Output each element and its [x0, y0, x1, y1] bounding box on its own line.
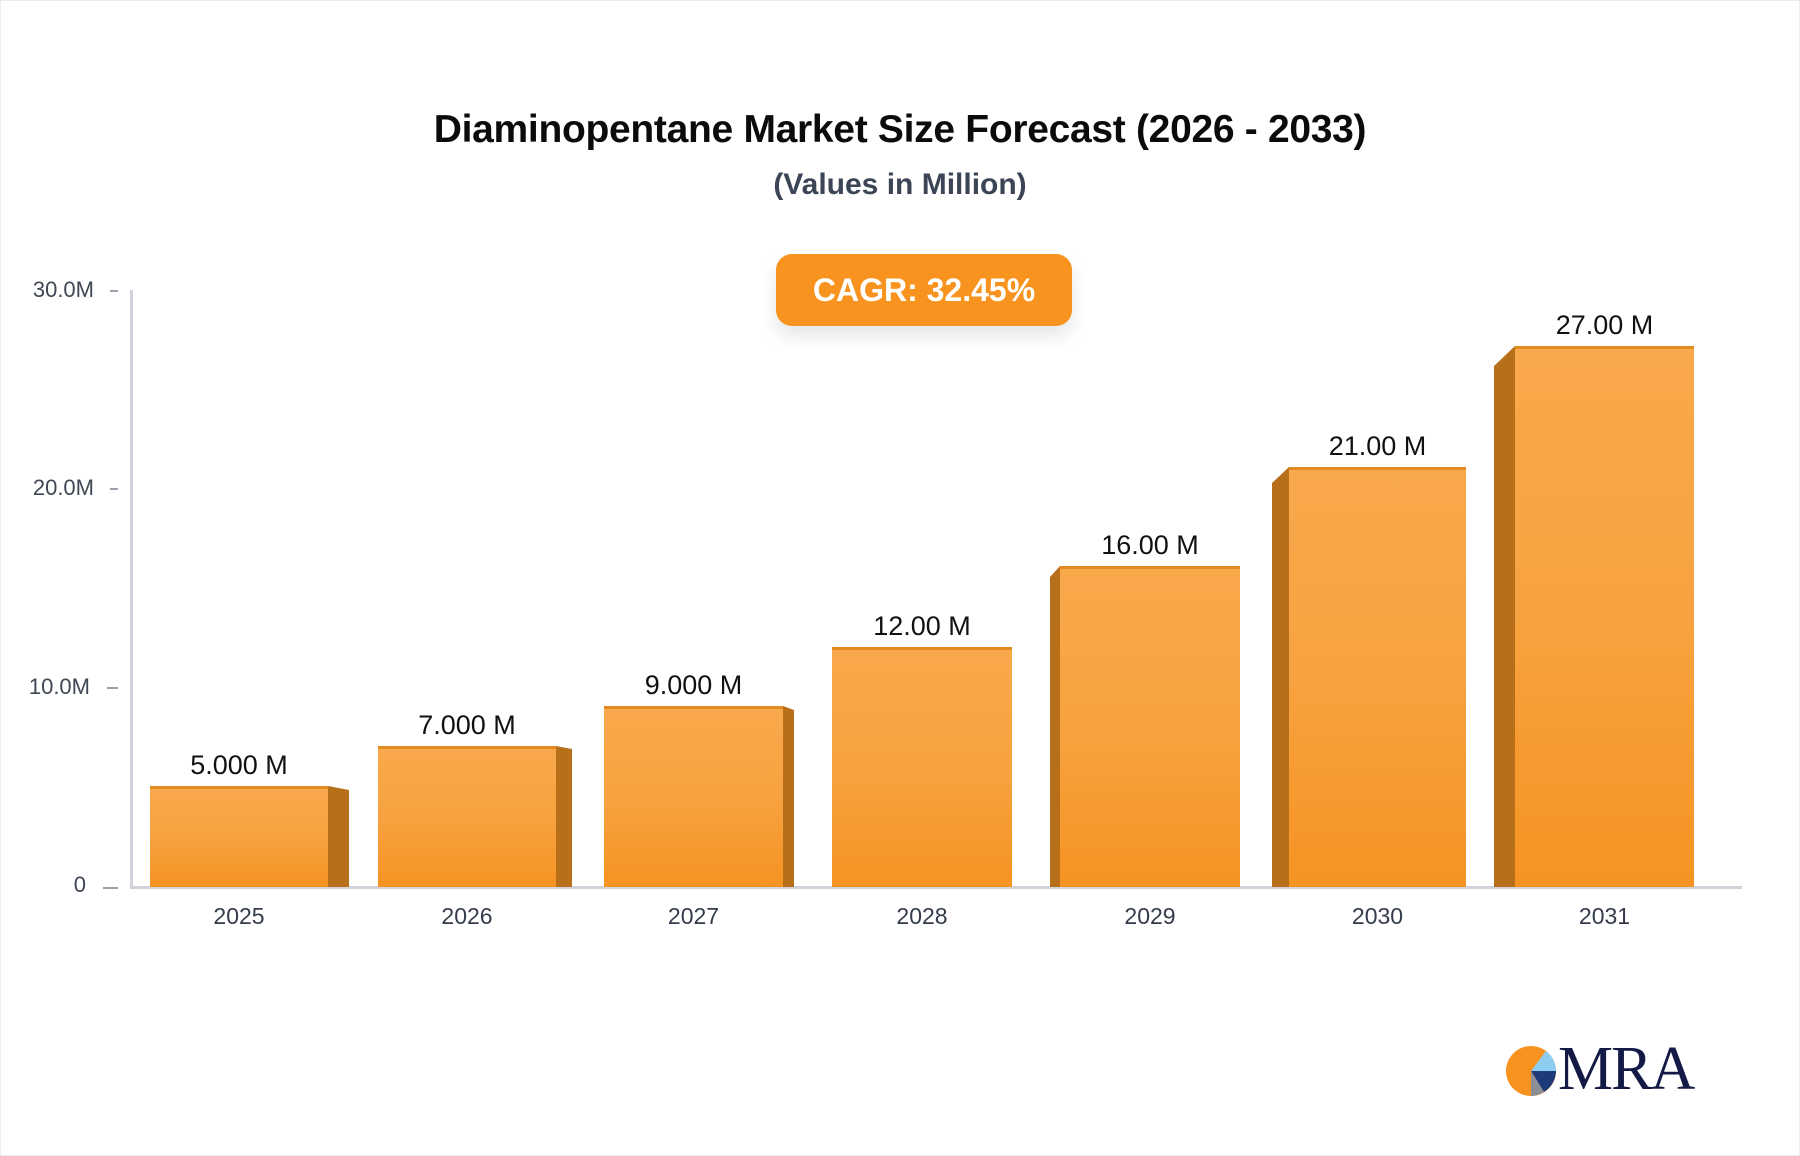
bar-side-face — [1494, 346, 1515, 887]
bar-front-face — [150, 786, 328, 887]
y-axis-line — [130, 290, 133, 889]
bar-front-face — [604, 706, 783, 887]
bar-side-face — [556, 746, 572, 887]
y-tick-label-10m: 10.0M — [28, 674, 90, 699]
bar-front-face — [832, 647, 1012, 887]
bar-front-face — [1515, 346, 1694, 887]
bar-side-face — [328, 786, 349, 887]
y-tick-label-30m: 30.0M — [32, 277, 94, 302]
bar-front-face — [378, 746, 556, 887]
y-tick-label-20m: 20.0M — [32, 475, 94, 500]
bar-side-face — [1050, 566, 1060, 887]
bar-front-face — [1060, 566, 1240, 887]
x-label-2027: 2027 — [667, 903, 720, 929]
x-label-2029: 2029 — [1124, 903, 1176, 929]
cagr-badge: CAGR: 32.45% — [776, 254, 1072, 326]
x-axis-line — [130, 886, 1742, 889]
logo-text: MRA — [1558, 1035, 1695, 1103]
y-tick-mark-0 — [103, 887, 118, 889]
bar-value-label: 5.000 M — [190, 750, 288, 780]
y-tick-mark-20m — [110, 488, 118, 490]
y-tick-label-0: 0 — [73, 872, 86, 897]
bar-value-label: 7.000 M — [418, 710, 516, 740]
bar-side-face — [783, 706, 794, 887]
x-label-2030: 2030 — [1351, 903, 1404, 929]
y-tick-mark-30m — [110, 290, 118, 292]
bar-value-label: 16.00 M — [1101, 530, 1199, 560]
x-label-2025: 2025 — [213, 903, 265, 929]
bar-front-face — [1289, 467, 1466, 887]
bar-value-label: 12.00 M — [873, 611, 971, 641]
chart-title: Diaminopentane Market Size Forecast (202… — [433, 108, 1367, 151]
y-tick-mark-10m — [107, 687, 118, 689]
bar-value-label: 27.00 M — [1555, 310, 1654, 340]
x-label-2028: 2028 — [896, 903, 948, 929]
x-label-2031: 2031 — [1578, 903, 1631, 929]
bar-side-face — [1272, 467, 1289, 887]
x-label-2026: 2026 — [441, 903, 493, 929]
chart-subtitle: (Values in Million) — [773, 168, 1027, 201]
bar-value-label: 21.00 M — [1328, 431, 1427, 461]
pie-chart-logo-icon — [1506, 1046, 1556, 1096]
bar-value-label: 9.000 M — [644, 670, 743, 700]
mra-logo: MRA — [1504, 1035, 1704, 1103]
